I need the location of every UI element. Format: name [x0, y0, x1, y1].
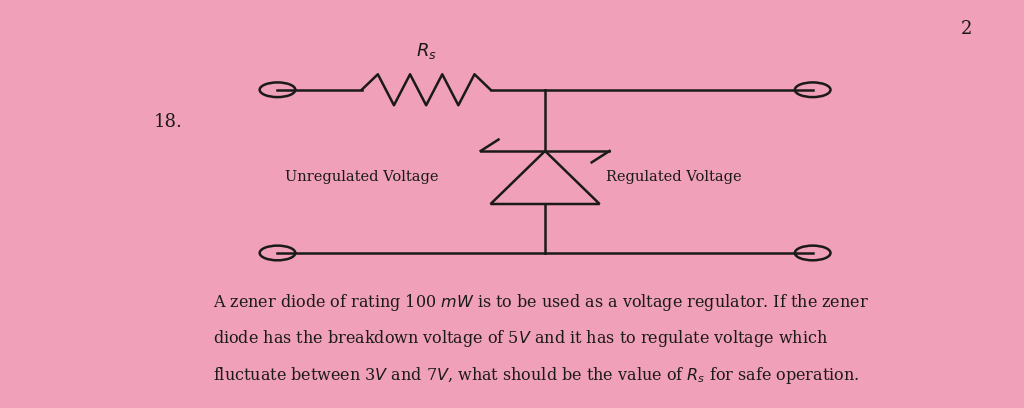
Circle shape	[260, 246, 295, 260]
Text: diode has the breakdown voltage of 5$V$ and it has to regulate voltage which: diode has the breakdown voltage of 5$V$ …	[213, 328, 828, 349]
Text: Regulated Voltage: Regulated Voltage	[606, 171, 741, 184]
Circle shape	[795, 82, 830, 97]
Text: Unregulated Voltage: Unregulated Voltage	[285, 171, 438, 184]
Circle shape	[795, 246, 830, 260]
Text: 18.: 18.	[154, 113, 182, 131]
Circle shape	[260, 82, 295, 97]
Text: A zener diode of rating 100 $mW$ is to be used as a voltage regulator. If the ze: A zener diode of rating 100 $mW$ is to b…	[213, 292, 869, 313]
Text: $R_s$: $R_s$	[416, 41, 436, 61]
Text: fluctuate between 3$V$ and 7$V$, what should be the value of $R_s$ for safe oper: fluctuate between 3$V$ and 7$V$, what sh…	[213, 365, 859, 386]
Text: 2: 2	[961, 20, 972, 38]
